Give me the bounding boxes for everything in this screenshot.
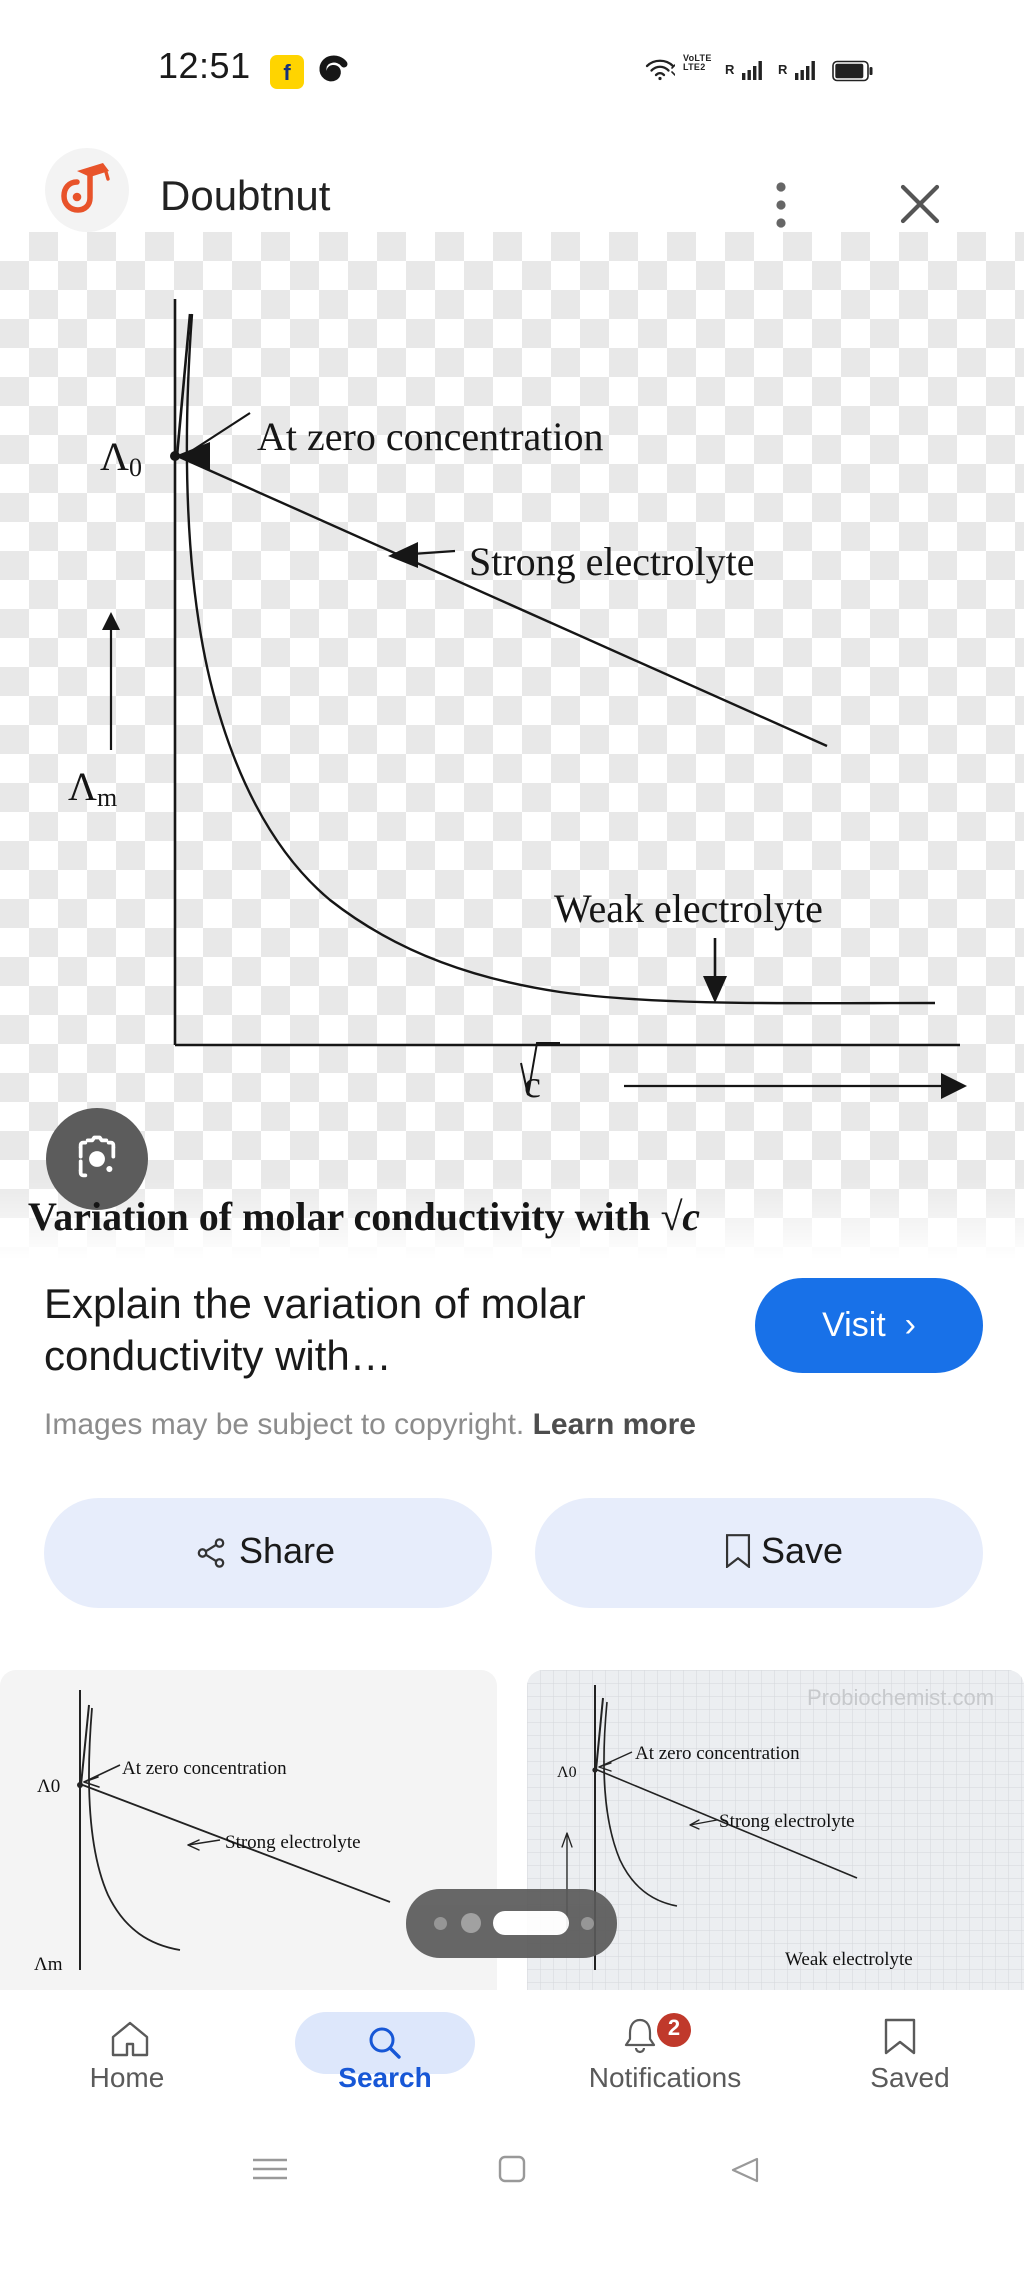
svg-text:Strong electrolyte: Strong electrolyte: [225, 1832, 361, 1853]
svg-text:Λm: Λm: [68, 764, 117, 812]
svg-text:At zero concentration: At zero concentration: [122, 1758, 287, 1779]
svg-text:Strong electrolyte: Strong electrolyte: [719, 1811, 855, 1832]
svg-text:Weak electrolyte: Weak electrolyte: [554, 886, 823, 931]
svg-text:Probiochemist.com: Probiochemist.com: [807, 1685, 994, 1710]
svg-text:f: f: [283, 60, 291, 85]
svg-text:Λm: Λm: [34, 1954, 63, 1975]
svg-text:Strong electrolyte: Strong electrolyte: [469, 539, 754, 584]
svg-text:Λ0: Λ0: [37, 1776, 60, 1797]
svg-text:At zero concentration: At zero concentration: [635, 1743, 800, 1764]
svg-text:Λ0: Λ0: [100, 434, 142, 482]
svg-text:At zero concentration: At zero concentration: [257, 414, 604, 459]
svg-text:Λ0: Λ0: [557, 1764, 577, 1781]
svg-text:Weak electrolyte: Weak electrolyte: [785, 1949, 913, 1970]
